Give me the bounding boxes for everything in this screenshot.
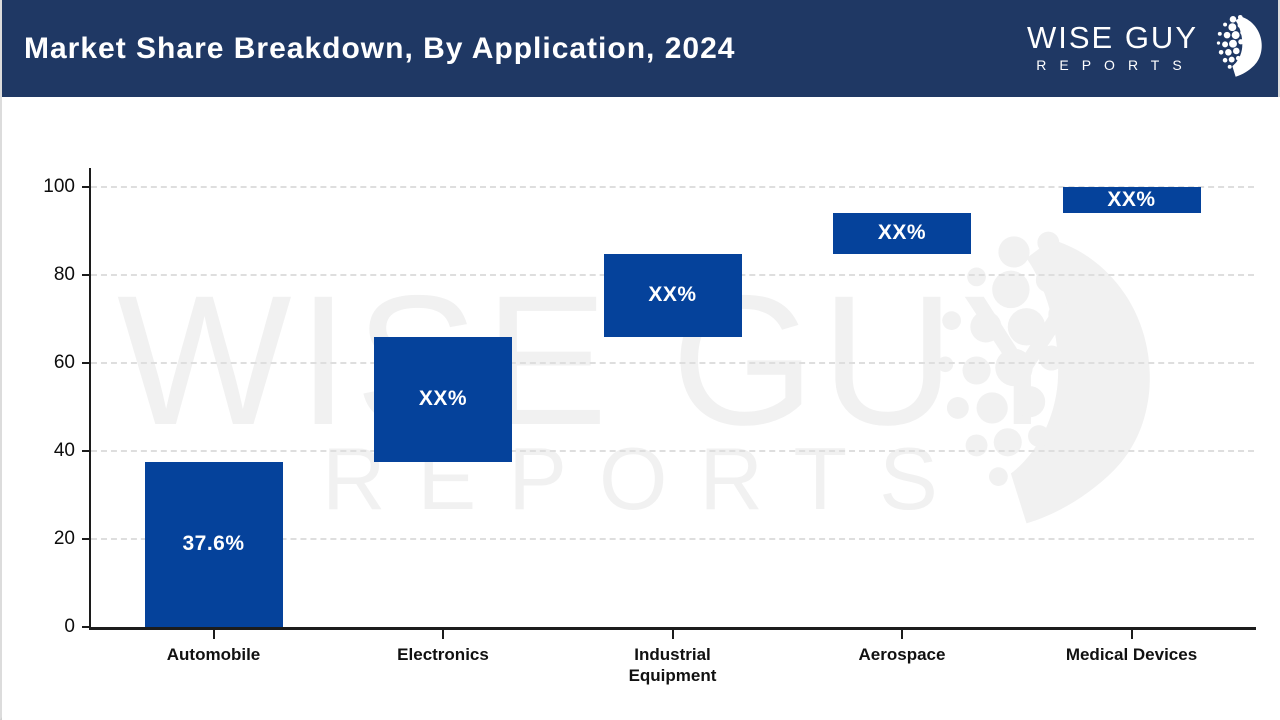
- x-tick-medical-devices: [1130, 630, 1133, 639]
- bar-electronics: XX%: [374, 336, 512, 462]
- y-tick-label-20: 20: [53, 528, 75, 549]
- bar-value-label: XX%: [418, 387, 468, 411]
- x-tick-industrial-equipment: [671, 630, 674, 639]
- y-tick-80: [82, 274, 91, 276]
- chart-area: WISE GUY REPORTS 0 20 40 60 80 100 37.6% Automo…: [2, 97, 1280, 720]
- gridline-40: [91, 450, 1254, 452]
- x-tick-electronics: [442, 630, 444, 639]
- bar-automobile: 37.6%: [144, 461, 283, 627]
- header-banner: Market Share Breakdown, By Application, …: [2, 0, 1278, 97]
- x-tick-aerospace: [901, 630, 903, 639]
- y-tick-0: [82, 626, 91, 628]
- bar-industrial-equipment: XX%: [603, 254, 742, 337]
- logo-brand-name: WISE GUY: [1026, 19, 1198, 55]
- bar-value-label: XX%: [648, 283, 697, 307]
- x-axis-label-industrial-equipment: Industrial Equipment: [628, 645, 717, 686]
- x-axis-label-electronics: Electronics: [397, 645, 489, 664]
- x-tick-automobile: [212, 630, 215, 639]
- y-axis-line: [89, 168, 91, 630]
- y-tick-label-100: 100: [43, 176, 75, 197]
- y-tick-60: [82, 362, 91, 364]
- y-tick-label-0: 0: [64, 616, 75, 637]
- y-tick-20: [82, 538, 91, 540]
- y-tick-40: [82, 450, 91, 452]
- watermark-text-line1: WISE GUY: [117, 258, 1091, 464]
- wiseguy-head-logo-icon: [1216, 14, 1262, 77]
- bar-value-label: XX%: [1107, 187, 1156, 211]
- watermark-head-icon: [937, 231, 1150, 524]
- y-tick-label-40: 40: [53, 440, 75, 461]
- y-tick-100: [82, 186, 91, 188]
- x-axis-line: [89, 627, 1256, 630]
- gridline-60: [91, 362, 1254, 364]
- gridline-100: [91, 186, 1254, 188]
- x-axis-label-medical-devices: Medical Devices: [1065, 645, 1198, 664]
- bar-value-label: XX%: [877, 221, 927, 245]
- y-tick-label-80: 80: [53, 264, 75, 285]
- wiseguy-logo-text: WISE GUY REPORTS: [1026, 19, 1198, 74]
- logo-brand-subtitle: REPORTS: [1036, 57, 1195, 74]
- bar-aerospace: XX%: [833, 212, 971, 255]
- page-title: Market Share Breakdown, By Application, …: [24, 31, 736, 65]
- bar-medical-devices: XX%: [1062, 187, 1201, 213]
- wiseguy-logo: WISE GUY REPORTS: [1027, 10, 1266, 84]
- y-tick-label-60: 60: [53, 352, 75, 373]
- gridline-20: [91, 538, 1254, 540]
- bar-value-label: 37.6%: [182, 532, 245, 556]
- x-axis-label-aerospace: Aerospace: [858, 645, 946, 664]
- x-axis-label-automobile: Automobile: [166, 645, 261, 664]
- plot-canvas: 0 20 40 60 80 100 37.6% Automobile XX% Electronic…: [2, 97, 1280, 720]
